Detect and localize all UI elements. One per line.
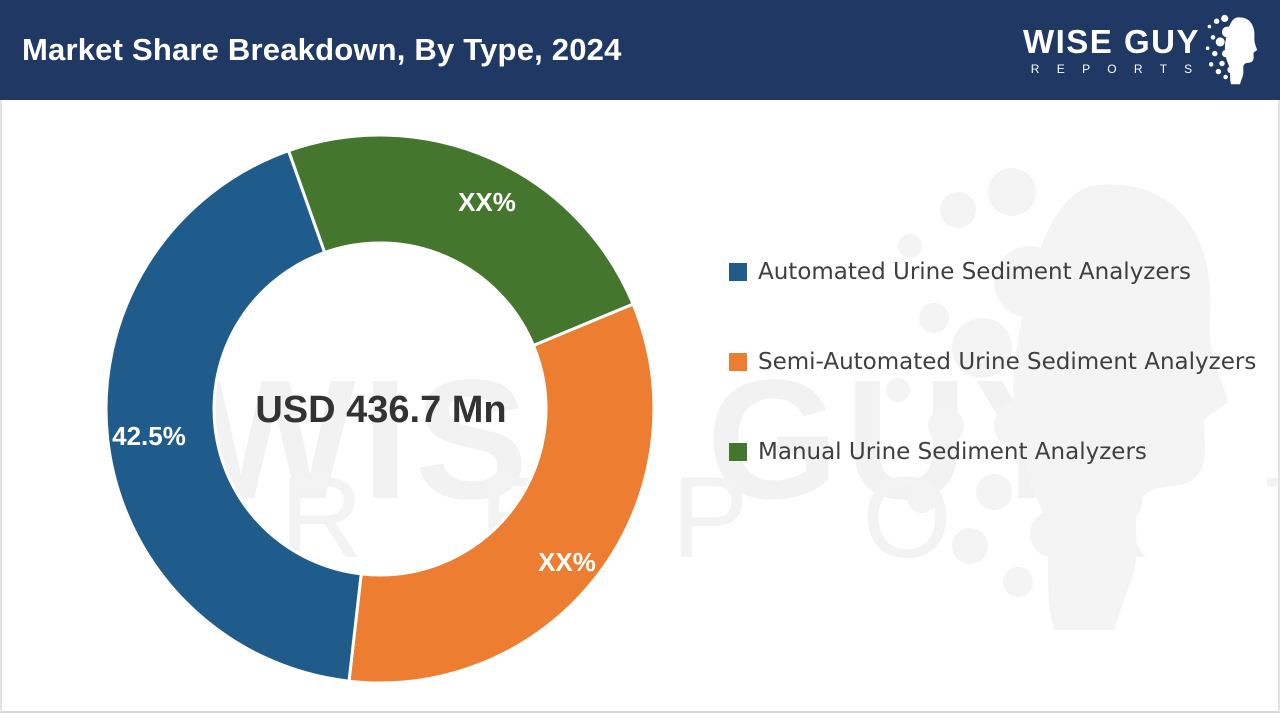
slice-label-semi-automated: XX% <box>538 547 596 577</box>
legend-item-automated: Automated Urine Sediment Analyzers <box>729 258 1256 286</box>
legend-swatch-automated <box>729 263 747 281</box>
slice-automated-urine-sediment-analyzers <box>104 148 363 683</box>
slice-semi-automated-urine-sediment-analyzers <box>347 302 656 685</box>
watermark-face-icon <box>886 168 1228 630</box>
legend-swatch-manual <box>729 443 747 461</box>
chart-area: WISE GUY R E P O R T S XX% XX% 42.5% USD… <box>0 100 1280 713</box>
brand-logo-text: WISE GUY R E P O R T S <box>1023 25 1200 76</box>
legend-item-semi-automated: Semi-Automated Urine Sediment Analyzers <box>729 348 1256 376</box>
legend-item-manual: Manual Urine Sediment Analyzers <box>729 438 1256 466</box>
brand-logo-name: WISE GUY <box>1022 22 1200 60</box>
brand-logo: WISE GUY R E P O R T S <box>1023 13 1258 87</box>
slice-label-automated: 42.5% <box>112 421 186 451</box>
legend-swatch-semi-automated <box>729 353 747 371</box>
donut-chart: XX% XX% 42.5% USD 436.7 Mn <box>104 133 656 685</box>
header-bar: Market Share Breakdown, By Type, 2024 WI… <box>0 0 1280 100</box>
legend-label-manual: Manual Urine Sediment Analyzers <box>758 439 1147 465</box>
face-profile-icon <box>1205 14 1258 85</box>
legend-label-semi-automated: Semi-Automated Urine Sediment Analyzers <box>758 349 1257 375</box>
slice-label-manual: XX% <box>458 187 516 217</box>
slice-manual-urine-sediment-analyzers <box>286 133 636 348</box>
donut-center-value: USD 436.7 Mn <box>255 389 506 431</box>
legend-label-automated: Automated Urine Sediment Analyzers <box>758 259 1191 285</box>
legend: Automated Urine Sediment Analyzers Semi-… <box>729 258 1256 466</box>
page-title: Market Share Breakdown, By Type, 2024 <box>22 32 622 67</box>
brand-logo-subtitle: R E P O R T S <box>1030 61 1200 76</box>
